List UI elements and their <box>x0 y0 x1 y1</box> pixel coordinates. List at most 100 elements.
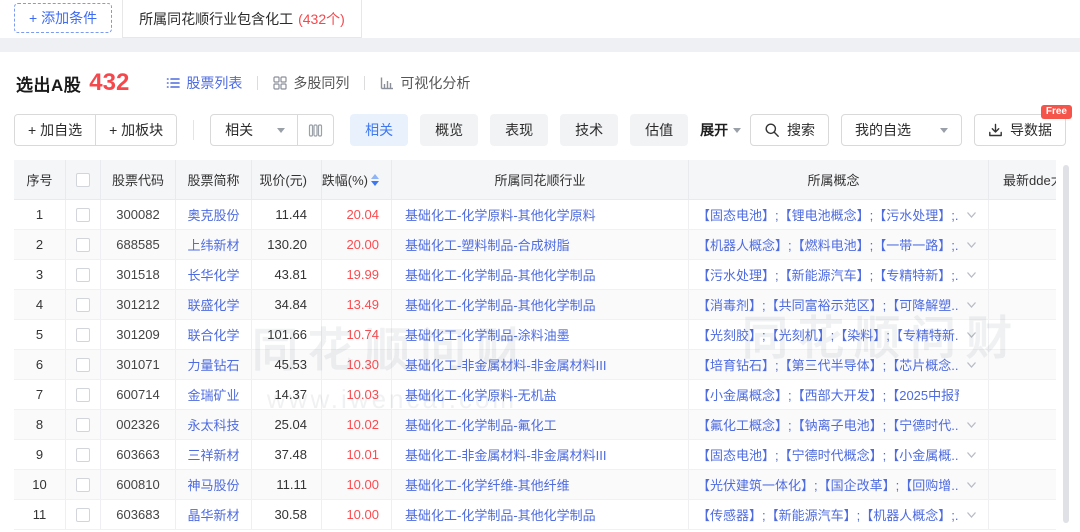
header-select-all[interactable] <box>66 160 101 199</box>
stock-name-link[interactable]: 晶华新材 <box>176 500 252 529</box>
concept-links[interactable]: 【污水处理】;【新能源汽车】;【专精特新】;... <box>697 268 959 283</box>
concept-links[interactable]: 【小金属概念】;【西部大开发】;【2025中报预增】 <box>697 388 959 403</box>
row-checkbox[interactable] <box>76 477 90 492</box>
row-checkbox[interactable] <box>76 417 90 432</box>
stock-price: 130.20 <box>252 230 322 259</box>
column-layout-button[interactable] <box>297 115 333 145</box>
industry-link[interactable]: 基础化工-化学原料-无机盐 <box>392 380 689 409</box>
category-tab-related[interactable]: 相关 <box>350 114 409 146</box>
dde-cell <box>989 410 1056 439</box>
concept-links[interactable]: 【消毒剂】;【共同富裕示范区】;【可降解塑... <box>697 298 959 313</box>
export-data-button[interactable]: 导数据 <box>974 114 1066 146</box>
tab-visual-analysis[interactable]: 可视化分析 <box>365 73 485 93</box>
concept-links[interactable]: 【光伏建筑一体化】;【国企改革】;【回购增... <box>697 478 959 493</box>
row-checkbox-cell <box>66 380 101 409</box>
stock-price: 14.37 <box>252 380 322 409</box>
stock-price: 30.58 <box>252 500 322 529</box>
chevron-down-icon[interactable] <box>965 478 978 491</box>
concept-cell: 【消毒剂】;【共同富裕示范区】;【可降解塑... <box>689 290 989 319</box>
stock-change-pct: 13.49 <box>322 290 392 319</box>
stock-name-link[interactable]: 上纬新材 <box>176 230 252 259</box>
stock-name-link[interactable]: 三祥新材 <box>176 440 252 469</box>
concept-links[interactable]: 【固态电池】;【锂电池概念】;【污水处理】;... <box>697 208 959 223</box>
row-checkbox[interactable] <box>76 387 90 402</box>
row-checkbox[interactable] <box>76 237 90 252</box>
industry-link[interactable]: 基础化工-化学制品-其他化学制品 <box>392 500 689 529</box>
industry-link[interactable]: 基础化工-化学制品-其他化学制品 <box>392 290 689 319</box>
category-tab-overview[interactable]: 概览 <box>420 114 479 146</box>
expand-button[interactable]: 展开 <box>700 120 742 140</box>
chevron-down-icon[interactable] <box>965 358 978 371</box>
add-watchlist-button[interactable]: + 加自选 <box>15 115 96 145</box>
search-button[interactable]: 搜索 <box>750 114 829 146</box>
industry-link[interactable]: 基础化工-化学纤维-其他纤维 <box>392 470 689 499</box>
row-checkbox[interactable] <box>76 447 90 462</box>
chevron-down-icon[interactable] <box>965 298 978 311</box>
add-condition-button[interactable]: + 添加条件 <box>14 3 113 33</box>
tab-separator <box>257 76 259 90</box>
download-icon <box>988 123 1003 138</box>
category-tab-performance[interactable]: 表现 <box>490 114 549 146</box>
industry-link[interactable]: 基础化工-塑料制品-合成树脂 <box>392 230 689 259</box>
row-checkbox[interactable] <box>76 507 90 522</box>
row-checkbox[interactable] <box>76 207 90 222</box>
chevron-down-icon[interactable] <box>965 268 978 281</box>
concept-links[interactable]: 【光刻胶】;【光刻机】;【染料】;【专精特新... <box>697 328 959 343</box>
row-checkbox[interactable] <box>76 267 90 282</box>
stock-name-link[interactable]: 力量钻石 <box>176 350 252 379</box>
category-tab-technical[interactable]: 技术 <box>560 114 619 146</box>
add-board-button[interactable]: + 加板块 <box>95 115 177 145</box>
chevron-down-icon[interactable] <box>965 238 978 251</box>
stock-name-link[interactable]: 永太科技 <box>176 410 252 439</box>
row-seq: 9 <box>14 440 66 469</box>
tab-label: 可视化分析 <box>400 75 471 91</box>
chevron-down-icon[interactable] <box>965 328 978 341</box>
tab-stock-list[interactable]: 股票列表 <box>151 73 257 93</box>
chevron-down-icon[interactable] <box>965 508 978 521</box>
header-change-sortable[interactable]: 涨跌幅(%) <box>322 160 392 199</box>
dde-cell <box>989 470 1056 499</box>
concept-links[interactable]: 【机器人概念】;【燃料电池】;【一带一路】;... <box>697 238 959 253</box>
industry-link[interactable]: 基础化工-化学制品-其他化学制品 <box>392 260 689 289</box>
condition-count: (432个) <box>298 10 345 27</box>
tab-multi-stock[interactable]: 多股同列 <box>258 73 364 93</box>
row-checkbox[interactable] <box>76 357 90 372</box>
row-checkbox[interactable] <box>76 327 90 342</box>
concept-links[interactable]: 【氟化工概念】;【钠离子电池】;【宁德时代... <box>697 418 959 433</box>
dde-cell <box>989 440 1056 469</box>
stock-name-link[interactable]: 联合化学 <box>176 320 252 349</box>
industry-link[interactable]: 基础化工-化学制品-涂料油墨 <box>392 320 689 349</box>
stock-code: 300082 <box>101 200 176 229</box>
dde-cell <box>989 350 1056 379</box>
category-tab-valuation[interactable]: 估值 <box>630 114 689 146</box>
concept-links[interactable]: 【传感器】;【新能源汽车】;【机器人概念】;... <box>697 508 959 523</box>
stock-price: 45.53 <box>252 350 322 379</box>
active-condition-tag[interactable]: 所属同花顺行业包含化工 (432个) <box>122 0 362 38</box>
chevron-down-icon[interactable] <box>965 418 978 431</box>
industry-link[interactable]: 基础化工-非金属材料-非金属材料III <box>392 350 689 379</box>
table-row: 8 002326 永太科技 25.04 10.02 基础化工-化学制品-氟化工 … <box>14 410 1056 440</box>
dde-cell <box>989 320 1056 349</box>
industry-link[interactable]: 基础化工-化学原料-其他化学原料 <box>392 200 689 229</box>
stock-change-pct: 20.04 <box>322 200 392 229</box>
row-checkbox-cell <box>66 500 101 529</box>
sort-icon[interactable] <box>371 173 379 186</box>
related-dropdown[interactable]: 相关 <box>211 115 297 145</box>
stock-name-link[interactable]: 神马股份 <box>176 470 252 499</box>
stock-name-link[interactable]: 奥克股份 <box>176 200 252 229</box>
stock-name-link[interactable]: 长华化学 <box>176 260 252 289</box>
my-watchlist-dropdown[interactable]: 我的自选 <box>841 114 962 146</box>
select-all-checkbox[interactable] <box>76 172 90 187</box>
concept-links[interactable]: 【培育钻石】;【第三代半导体】;【芯片概念... <box>697 358 959 373</box>
stock-name-link[interactable]: 金瑞矿业 <box>176 380 252 409</box>
chevron-down-icon[interactable] <box>965 208 978 221</box>
industry-link[interactable]: 基础化工-非金属材料-非金属材料III <box>392 440 689 469</box>
stock-name-link[interactable]: 联盛化学 <box>176 290 252 319</box>
chevron-down-icon[interactable] <box>965 448 978 461</box>
vertical-scrollbar[interactable] <box>1063 165 1069 523</box>
condition-text: 所属同花顺行业包含化工 <box>139 10 294 27</box>
concept-links[interactable]: 【固态电池】;【宁德时代概念】;【小金属概... <box>697 448 959 463</box>
row-checkbox[interactable] <box>76 297 90 312</box>
industry-link[interactable]: 基础化工-化学制品-氟化工 <box>392 410 689 439</box>
row-seq: 8 <box>14 410 66 439</box>
